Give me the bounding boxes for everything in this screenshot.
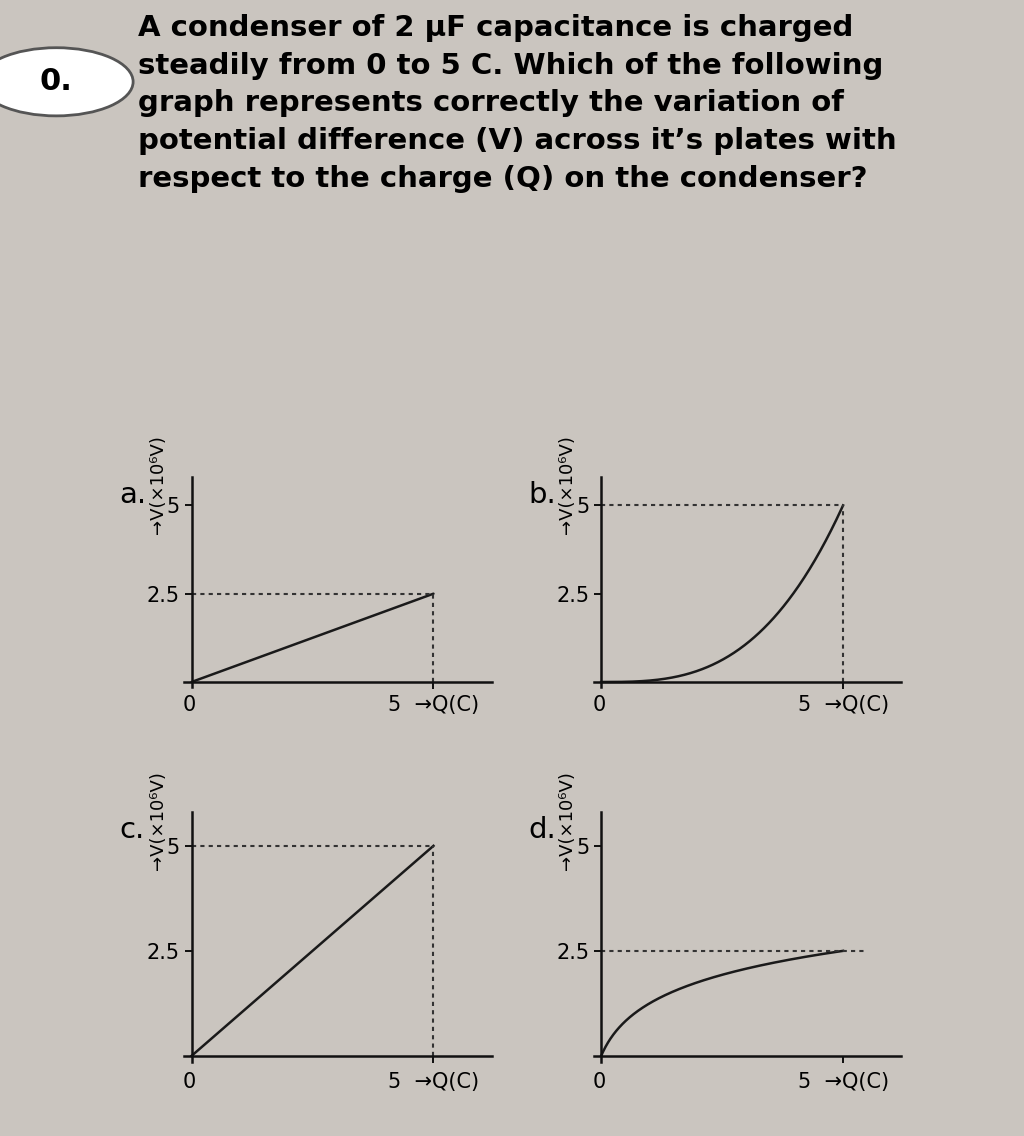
Text: →V(×10⁶V): →V(×10⁶V) <box>148 435 167 534</box>
Text: 0.: 0. <box>40 67 73 97</box>
Text: 0: 0 <box>592 695 605 716</box>
Text: 5  →Q(C): 5 →Q(C) <box>798 695 889 716</box>
Text: b.: b. <box>528 481 556 509</box>
Text: 0: 0 <box>182 1072 196 1092</box>
Text: a.: a. <box>119 481 146 509</box>
Text: 5  →Q(C): 5 →Q(C) <box>798 1072 889 1092</box>
Text: →V(×10⁶V): →V(×10⁶V) <box>148 771 167 870</box>
Text: 0: 0 <box>592 1072 605 1092</box>
Text: d.: d. <box>528 817 556 844</box>
Circle shape <box>0 48 133 116</box>
Text: →V(×10⁶V): →V(×10⁶V) <box>558 771 577 870</box>
Text: →V(×10⁶V): →V(×10⁶V) <box>558 435 577 534</box>
Text: c.: c. <box>119 817 144 844</box>
Text: 5  →Q(C): 5 →Q(C) <box>388 1072 479 1092</box>
Text: 5  →Q(C): 5 →Q(C) <box>388 695 479 716</box>
Text: A condenser of 2 μF capacitance is charged
steadily from 0 to 5 C. Which of the : A condenser of 2 μF capacitance is charg… <box>138 14 897 193</box>
Text: 0: 0 <box>182 695 196 716</box>
